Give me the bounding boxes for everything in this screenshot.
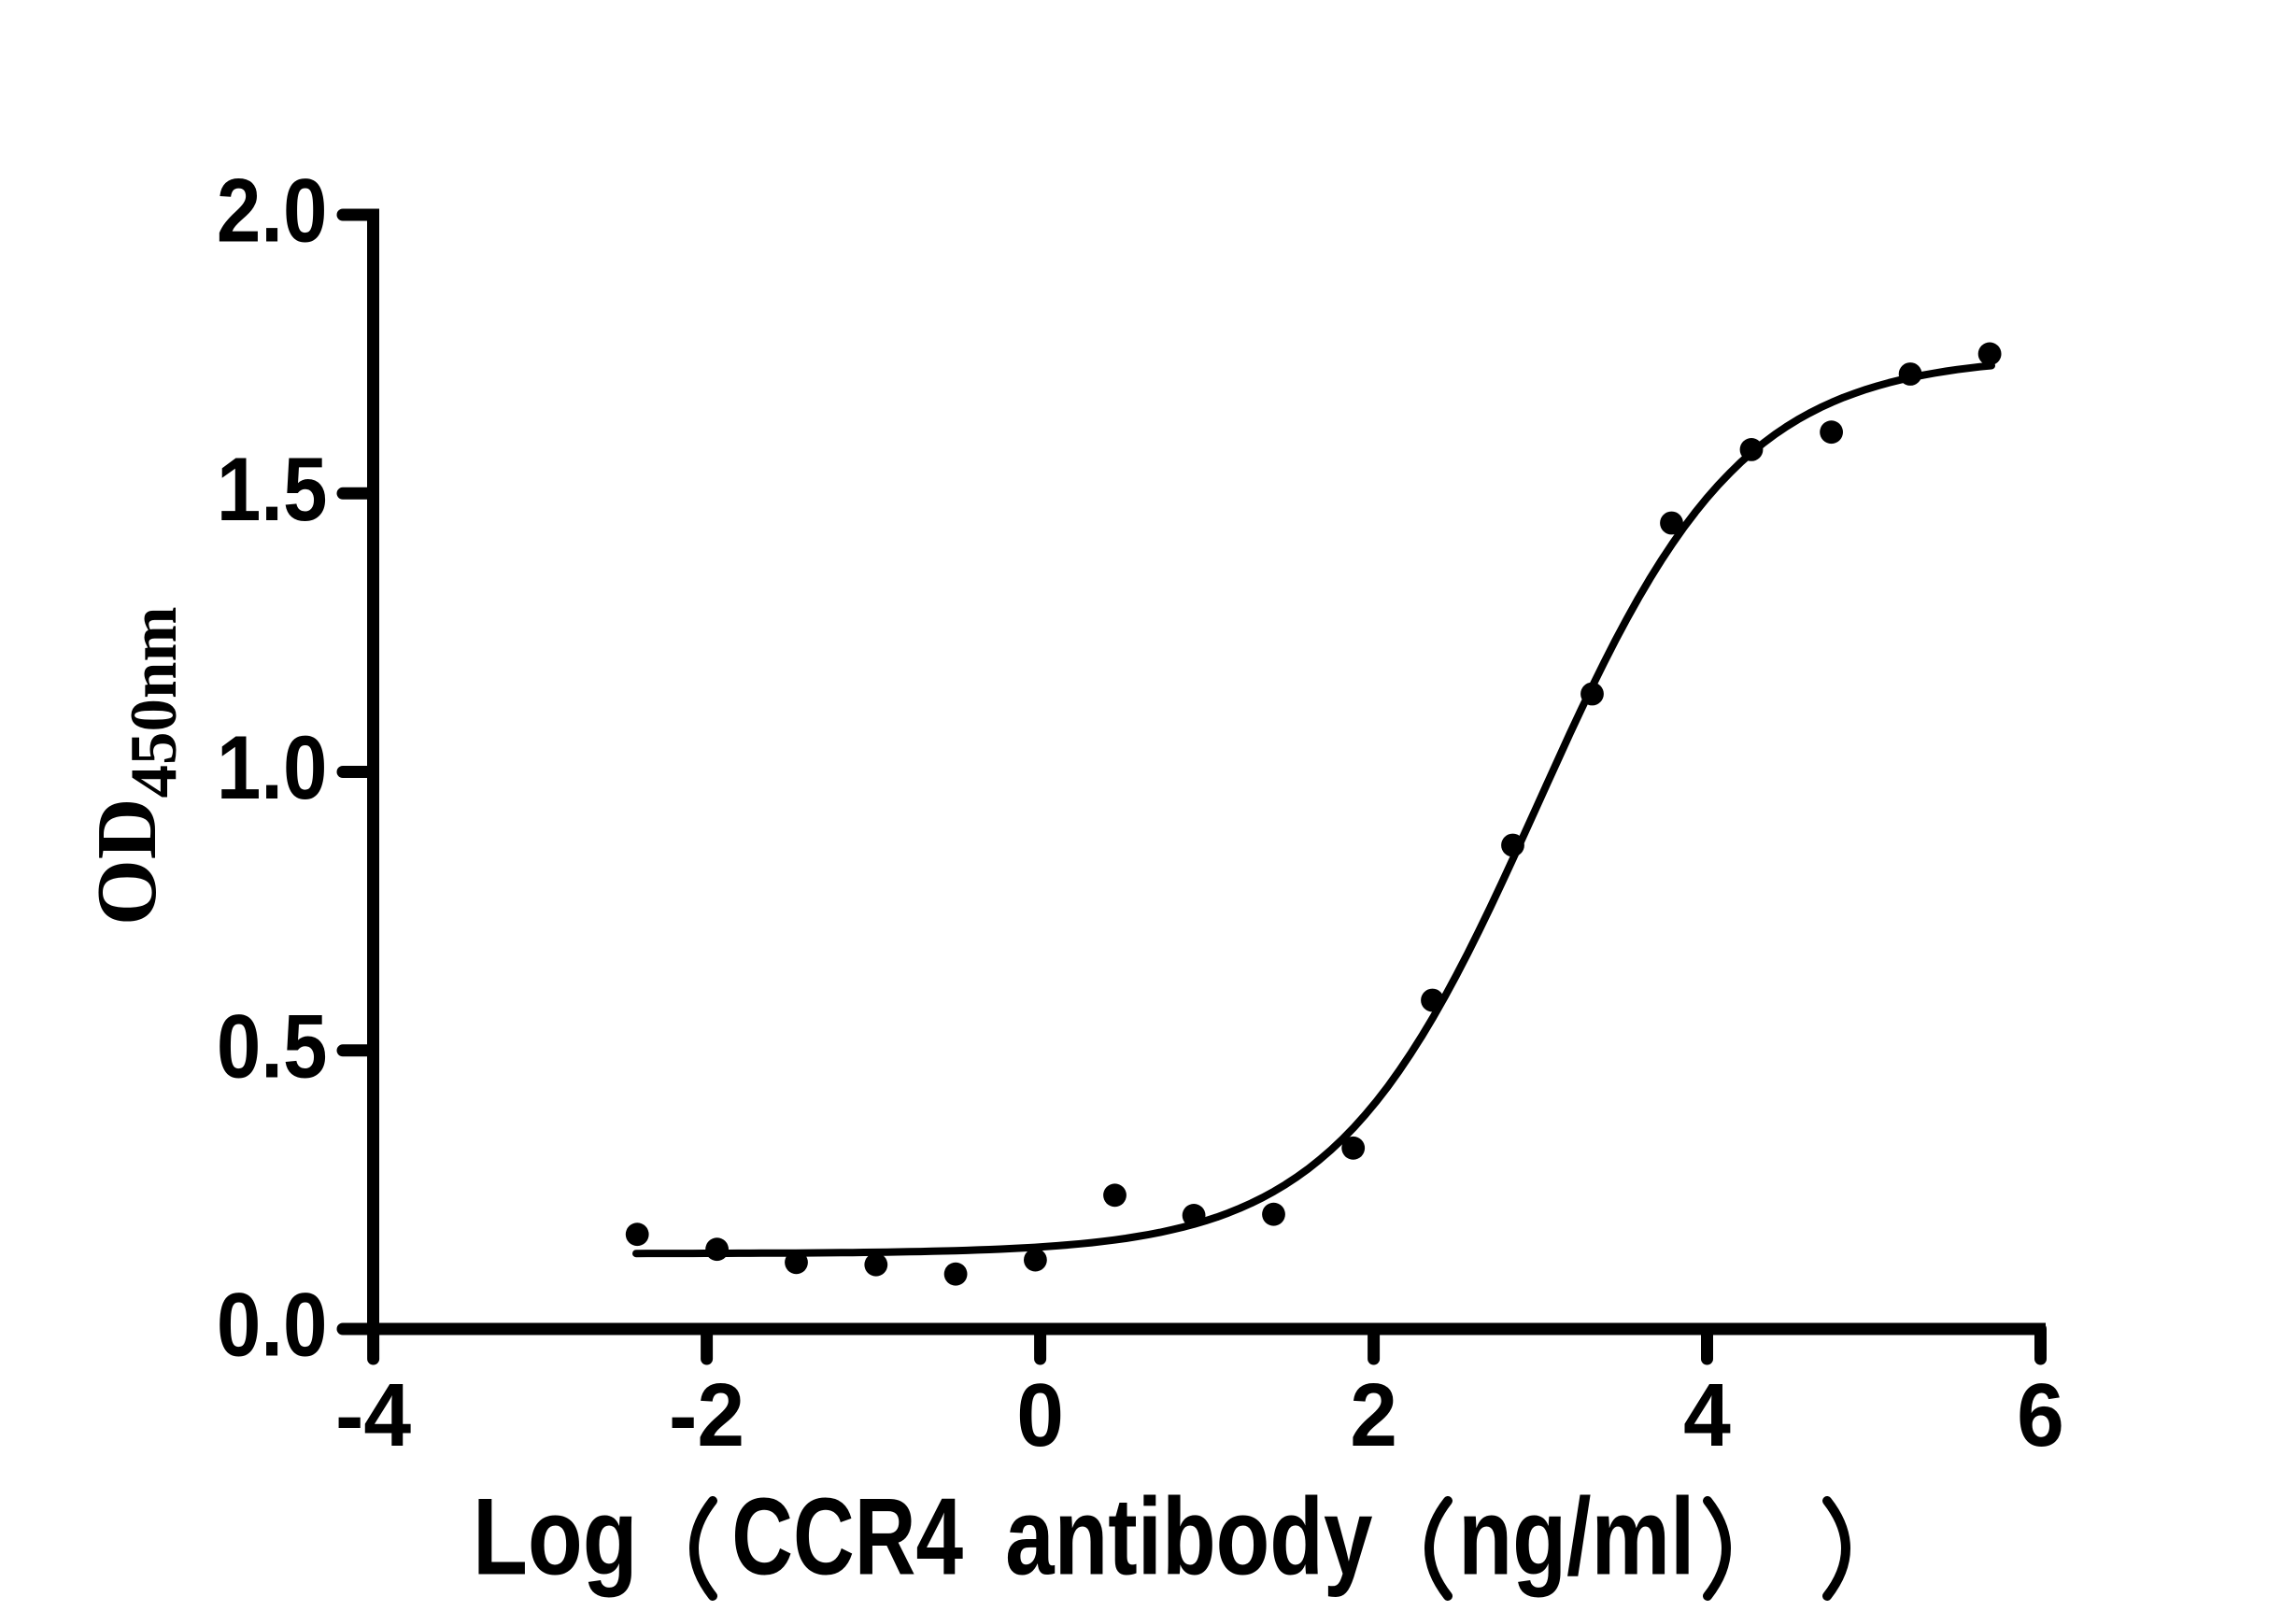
svg-text:Log: Log: [473, 1475, 638, 1597]
svg-text:1.5: 1.5: [217, 439, 328, 540]
svg-text:-2: -2: [669, 1364, 744, 1465]
svg-text:4: 4: [1683, 1364, 1731, 1465]
svg-text:2: 2: [1350, 1364, 1397, 1465]
svg-text:0: 0: [1016, 1364, 1064, 1465]
svg-text:6: 6: [2017, 1364, 2064, 1465]
svg-text:-4: -4: [335, 1364, 411, 1465]
svg-text:CCR4: CCR4: [731, 1476, 963, 1598]
svg-text:2.0: 2.0: [217, 160, 328, 261]
svg-text:1.0: 1.0: [217, 717, 328, 818]
svg-text:antibody: antibody: [1005, 1476, 1372, 1598]
svg-text:ng/ml: ng/ml: [1458, 1476, 1694, 1598]
svg-text:0.0: 0.0: [217, 1274, 328, 1375]
svg-text:0.5: 0.5: [217, 996, 328, 1096]
